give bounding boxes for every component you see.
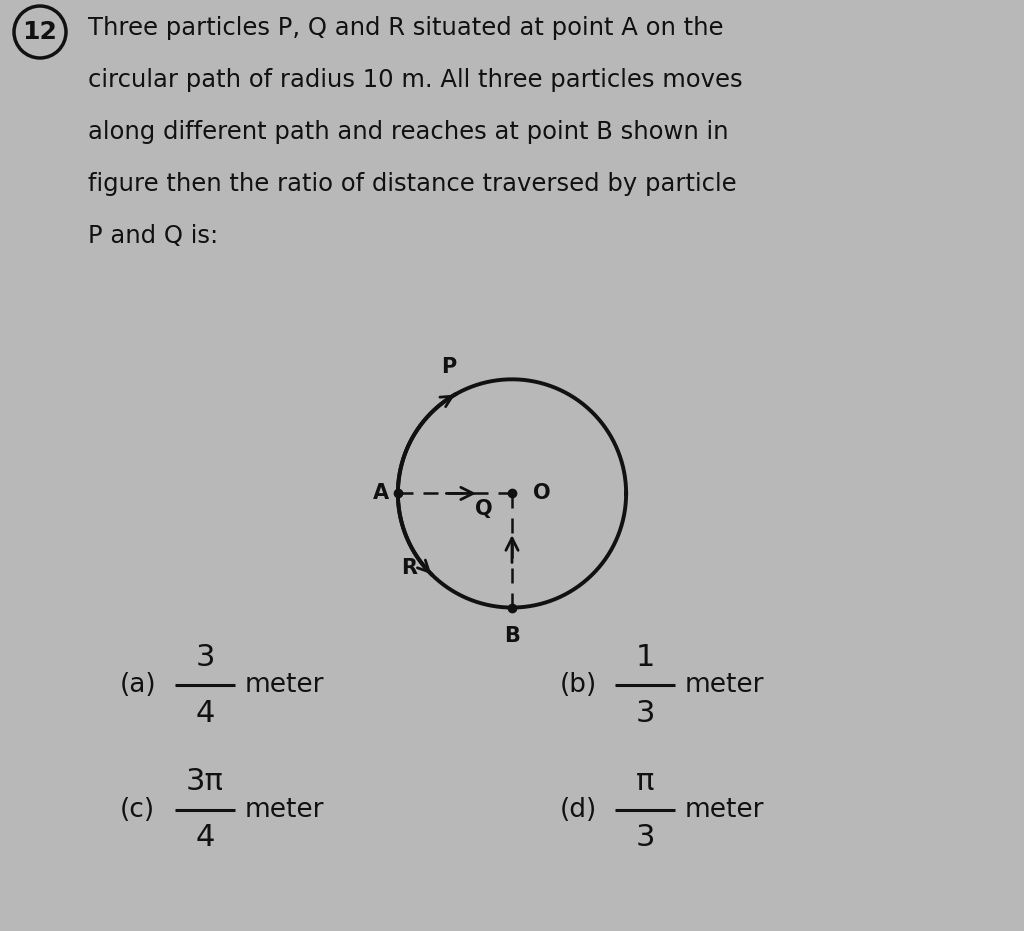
Text: B: B [504, 626, 520, 646]
Text: 4: 4 [196, 698, 215, 727]
Text: meter: meter [685, 797, 765, 823]
Text: R: R [401, 559, 418, 578]
Text: (d): (d) [560, 797, 597, 823]
Text: (a): (a) [120, 672, 157, 698]
Text: 3π: 3π [186, 767, 224, 797]
Text: 12: 12 [23, 20, 57, 44]
Text: 3: 3 [196, 642, 215, 671]
Text: 1: 1 [635, 642, 654, 671]
Text: O: O [532, 483, 550, 504]
Text: π: π [636, 767, 654, 797]
Text: figure then the ratio of distance traversed by particle: figure then the ratio of distance traver… [88, 172, 736, 196]
Text: meter: meter [245, 672, 325, 698]
Text: along different path and reaches at point B shown in: along different path and reaches at poin… [88, 120, 728, 144]
Text: 3: 3 [635, 698, 654, 727]
Text: P: P [441, 358, 457, 377]
Text: meter: meter [245, 797, 325, 823]
Text: (c): (c) [120, 797, 155, 823]
Text: circular path of radius 10 m. All three particles moves: circular path of radius 10 m. All three … [88, 68, 742, 92]
Text: Three particles P, Q and R situated at point A on the: Three particles P, Q and R situated at p… [88, 16, 724, 40]
Text: 4: 4 [196, 824, 215, 853]
Text: 3: 3 [635, 824, 654, 853]
Text: A: A [373, 483, 389, 504]
Text: meter: meter [685, 672, 765, 698]
Text: (b): (b) [560, 672, 597, 698]
Text: P and Q is:: P and Q is: [88, 224, 218, 248]
Text: Q: Q [475, 498, 493, 519]
